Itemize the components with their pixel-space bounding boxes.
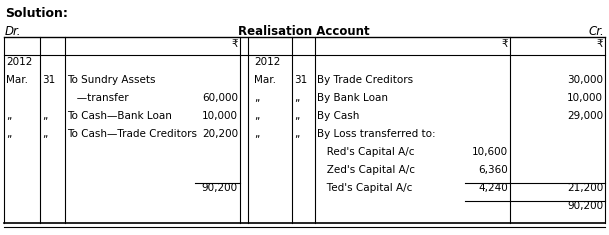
Text: 90,200: 90,200 [567,201,603,211]
Text: 10,000: 10,000 [202,111,238,121]
Text: Mar.: Mar. [6,75,28,85]
Text: 2012: 2012 [6,57,32,67]
Text: 21,200: 21,200 [567,183,603,193]
Text: By Bank Loan: By Bank Loan [317,93,388,103]
Text: 31: 31 [42,75,55,85]
Text: „: „ [294,129,299,139]
Text: „: „ [6,111,11,121]
Text: Mar.: Mar. [254,75,276,85]
Text: To Sundry Assets: To Sundry Assets [67,75,155,85]
Text: „: „ [42,129,48,139]
Text: By Loss transferred to:: By Loss transferred to: [317,129,435,139]
Text: 10,600: 10,600 [472,147,508,157]
Text: 4,240: 4,240 [478,183,508,193]
Text: „: „ [6,129,11,139]
Text: Cr.: Cr. [588,25,604,38]
Text: By Trade Creditors: By Trade Creditors [317,75,413,85]
Text: Red's Capital A/c: Red's Capital A/c [317,147,415,157]
Text: Realisation Account: Realisation Account [238,25,370,38]
Text: To Cash—Trade Creditors: To Cash—Trade Creditors [67,129,197,139]
Text: 10,000: 10,000 [567,93,603,103]
Text: 2012: 2012 [254,57,280,67]
Text: „: „ [254,129,259,139]
Text: ₹: ₹ [231,39,238,49]
Text: „: „ [254,93,259,103]
Text: „: „ [42,111,48,121]
Text: „: „ [254,111,259,121]
Text: —transfer: —transfer [67,93,128,103]
Text: Dr.: Dr. [5,25,21,38]
Text: Ted's Capital A/c: Ted's Capital A/c [317,183,412,193]
Text: To Cash—Bank Loan: To Cash—Bank Loan [67,111,172,121]
Text: „: „ [294,111,299,121]
Text: ₹: ₹ [501,39,508,49]
Text: 90,200: 90,200 [202,183,238,193]
Text: By Cash: By Cash [317,111,359,121]
Text: 6,360: 6,360 [478,165,508,175]
Text: 20,200: 20,200 [202,129,238,139]
Text: „: „ [294,93,299,103]
Text: 60,000: 60,000 [202,93,238,103]
Text: Solution:: Solution: [5,7,68,20]
Text: ₹: ₹ [596,39,603,49]
Text: 30,000: 30,000 [567,75,603,85]
Text: Zed's Capital A/c: Zed's Capital A/c [317,165,415,175]
Text: 29,000: 29,000 [567,111,603,121]
Text: 31: 31 [294,75,308,85]
